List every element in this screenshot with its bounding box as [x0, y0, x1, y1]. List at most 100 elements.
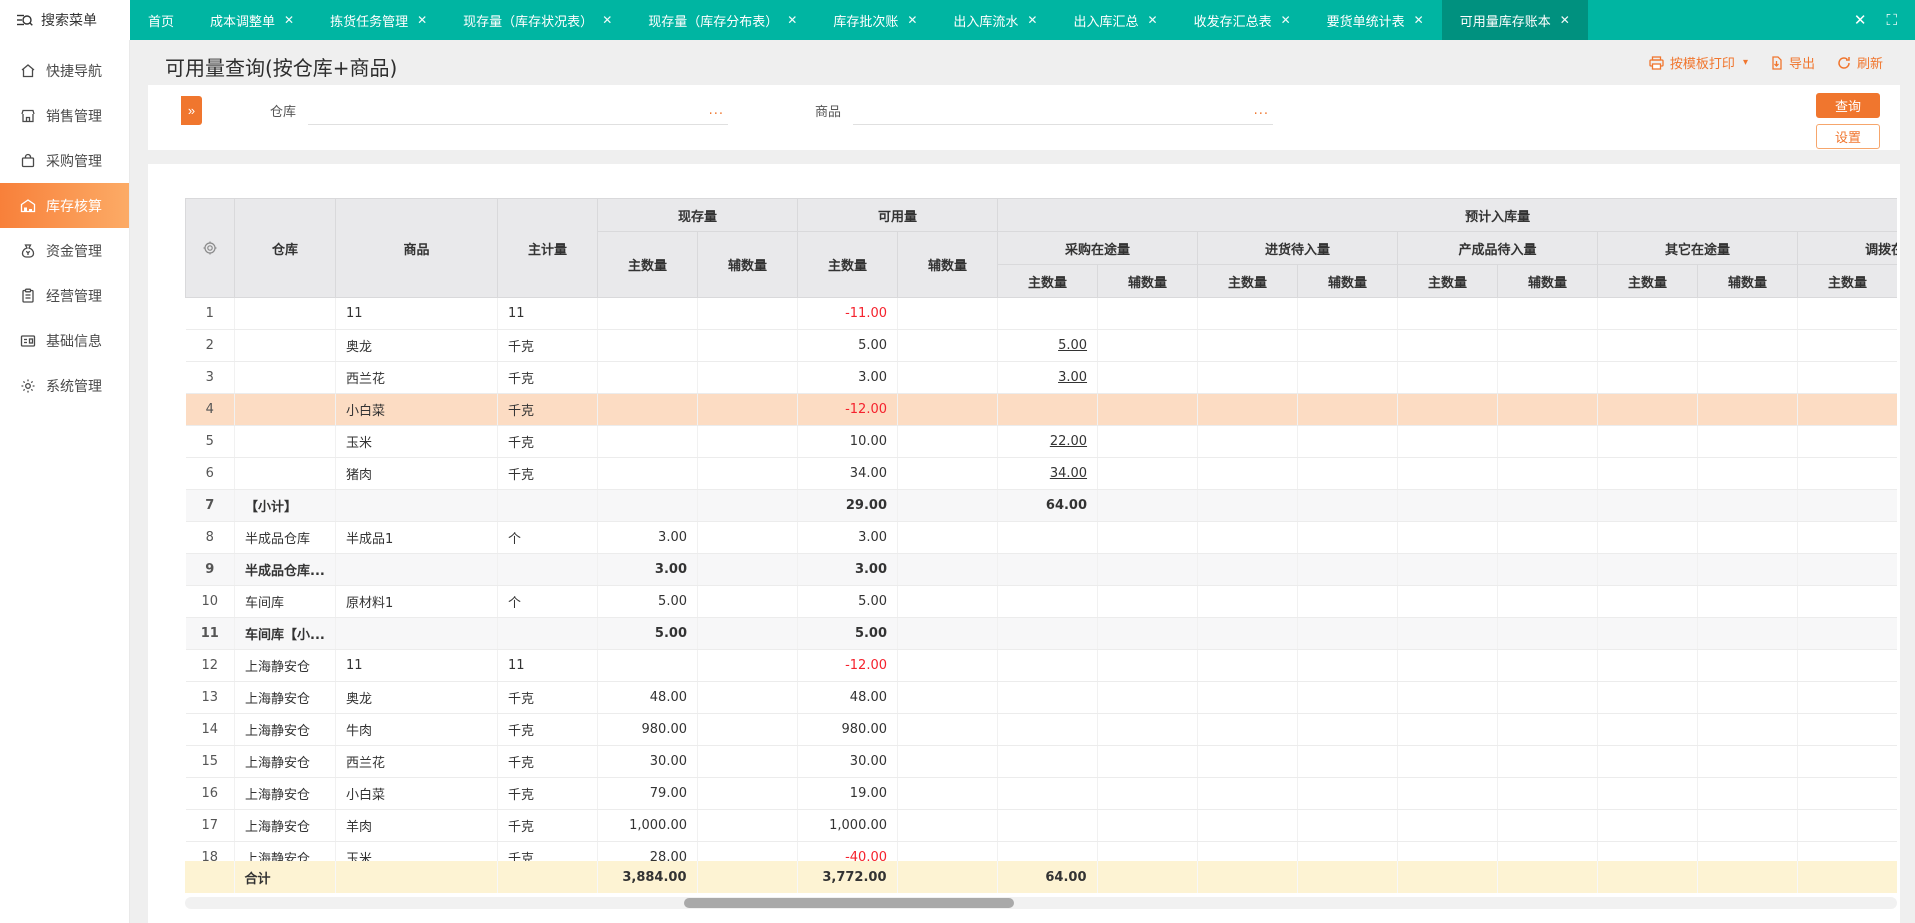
cell-seq: 15	[185, 745, 235, 778]
table-row-5[interactable]: 5 玉米 千克 10.00 22.00	[185, 425, 1897, 458]
purchase-qty-link[interactable]: 22.00	[1049, 434, 1088, 449]
warehouse-picker-ellipsis-icon[interactable]: ···	[708, 107, 725, 122]
tab-8[interactable]: 收发存汇总表 ✕	[1176, 0, 1309, 40]
horizontal-scrollbar-thumb[interactable]	[684, 898, 1014, 908]
table-row-11[interactable]: 11 车间库【小... 5.00 5.00	[185, 617, 1897, 650]
cell-available-aux	[897, 777, 999, 810]
table-row-6[interactable]: 6 猪肉 千克 34.00 34.00	[185, 457, 1897, 490]
cell-unit: 11	[497, 649, 598, 682]
tab-9[interactable]: 要货单统计表 ✕	[1309, 0, 1442, 40]
table-row-1[interactable]: 1 11 11 -11.00	[185, 297, 1897, 330]
search-menu-button[interactable]: 搜索菜单	[0, 0, 130, 40]
sidebar-item-2[interactable]: 采购管理	[0, 138, 129, 183]
query-button[interactable]: 查询	[1816, 93, 1880, 118]
fullscreen-icon[interactable]: ⛶	[1886, 10, 1897, 29]
cell-onhand-main: 3.00	[597, 553, 698, 586]
table-row-16[interactable]: 16 上海静安仓 小白菜 千克 79.00 19.00	[185, 777, 1897, 810]
table-row-12[interactable]: 12 上海静安仓 11 11 -12.00	[185, 649, 1897, 682]
tab-3[interactable]: 现存量（库存状况表） ✕	[445, 0, 630, 40]
cell-product: 西兰花	[335, 745, 498, 778]
tab-label: 要货单统计表	[1326, 14, 1405, 30]
tab-close-icon[interactable]: ✕	[1559, 13, 1570, 27]
table-row-9[interactable]: 9 半成品仓库... 3.00 3.00	[185, 553, 1897, 586]
cell-purchase-in-transit-main	[997, 777, 1099, 810]
table-row-14[interactable]: 14 上海静安仓 牛肉 千克 980.00 980.00	[185, 713, 1897, 746]
warehouse-label: 仓库	[270, 105, 297, 120]
filter-expander-button[interactable]: »	[181, 96, 202, 125]
tab-5[interactable]: 库存批次账 ✕	[815, 0, 935, 40]
tab-label: 首页	[148, 14, 175, 30]
tab-close-icon[interactable]: ✕	[284, 13, 295, 27]
cell-seq: 8	[185, 521, 235, 554]
sidebar-item-6[interactable]: 基础信息	[0, 318, 129, 363]
cell-onhand-main: 28.00	[597, 841, 698, 861]
purchase-qty-link[interactable]: 3.00	[1058, 370, 1088, 385]
total-row-clip: 合计 3,884.00 3,772.00 64.00	[185, 861, 1897, 893]
warehouse-input[interactable]	[308, 99, 729, 124]
tab-close-icon[interactable]: ✕	[1147, 13, 1158, 27]
tab-1[interactable]: 成本调整单 ✕	[192, 0, 312, 40]
tab-0[interactable]: 首页	[130, 0, 192, 40]
table-row-10[interactable]: 10 车间库 原材料1 个 5.00 5.00	[185, 585, 1897, 618]
cell-unit: 千克	[497, 361, 598, 394]
header-forecast-sub-4: 调拨在途量	[1797, 231, 1897, 265]
tab-close-icon[interactable]: ✕	[907, 13, 918, 27]
cell-empty	[1597, 777, 1699, 810]
sidebar-item-4[interactable]: 资金管理	[0, 228, 129, 273]
cell-empty	[1497, 745, 1599, 778]
table-row-15[interactable]: 15 上海静安仓 西兰花 千克 30.00 30.00	[185, 745, 1897, 778]
cell-empty	[1397, 745, 1499, 778]
table-row-17[interactable]: 17 上海静安仓 羊肉 千克 1,000.00 1,000.00	[185, 809, 1897, 842]
sidebar-item-5[interactable]: 经营管理	[0, 273, 129, 318]
sidebar-item-1[interactable]: 销售管理	[0, 93, 129, 138]
sidebar-item-3[interactable]: 库存核算	[0, 183, 129, 228]
table-row-3[interactable]: 3 西兰花 千克 3.00 3.00	[185, 361, 1897, 394]
chevron-down-icon[interactable]: ▾	[1742, 57, 1748, 68]
tab-close-icon[interactable]: ✕	[1280, 13, 1291, 27]
sidebar-item-7[interactable]: 系统管理	[0, 363, 129, 408]
table-row-4[interactable]: 4 小白菜 千克 -12.00	[185, 393, 1897, 426]
purchase-qty-link[interactable]: 34.00	[1049, 466, 1088, 481]
tab-close-icon[interactable]: ✕	[1027, 13, 1038, 27]
cell-product: 11	[335, 649, 498, 682]
table-row-7[interactable]: 7 【小计】 29.00 64.00	[185, 489, 1897, 522]
sidebar-item-0[interactable]: 快捷导航	[0, 48, 129, 93]
cell-empty	[1597, 297, 1699, 330]
cell-empty	[1197, 681, 1299, 714]
settings-button[interactable]: 设置	[1816, 124, 1880, 149]
cell-empty	[1797, 489, 1897, 522]
refresh-button[interactable]: 刷新	[1837, 53, 1883, 72]
tab-7[interactable]: 出入库汇总 ✕	[1055, 0, 1175, 40]
tab-close-icon[interactable]: ✕	[417, 13, 428, 27]
tab-2[interactable]: 拣货任务管理 ✕	[312, 0, 445, 40]
cell-warehouse: 上海静安仓	[234, 809, 336, 842]
horizontal-scrollbar[interactable]	[185, 897, 1897, 909]
tab-close-icon[interactable]: ✕	[1413, 13, 1424, 27]
tab-6[interactable]: 出入库流水 ✕	[935, 0, 1055, 40]
table-row-18[interactable]: 18 上海静安仓 玉米 千克 28.00 -40.00	[185, 841, 1897, 861]
purchase-qty-link[interactable]: 5.00	[1058, 338, 1088, 353]
cell-product: 玉米	[335, 425, 498, 458]
product-input[interactable]	[853, 99, 1274, 124]
tab-close-icon[interactable]: ✕	[787, 13, 798, 27]
table-row-2[interactable]: 2 奥龙 千克 5.00 5.00	[185, 329, 1897, 362]
tab-4[interactable]: 现存量（库存分布表） ✕	[630, 0, 815, 40]
print-by-template-button[interactable]: 按模板打印 ▾	[1649, 53, 1748, 72]
tab-10[interactable]: 可用量库存账本 ✕	[1441, 0, 1588, 40]
cell-purchase-in-transit-main[interactable]: 22.00	[997, 425, 1099, 458]
cell-available-main: -40.00	[797, 841, 899, 861]
cell-empty	[1797, 553, 1897, 586]
cell-onhand-aux	[697, 777, 799, 810]
cell-purchase-in-transit-main[interactable]: 3.00	[997, 361, 1099, 394]
column-settings-gear[interactable]	[185, 198, 235, 298]
table-row-8[interactable]: 8 半成品仓库 半成品1 个 3.00 3.00	[185, 521, 1897, 554]
tab-close-icon[interactable]: ✕	[602, 13, 613, 27]
cell-purchase-in-transit-main[interactable]: 34.00	[997, 457, 1099, 490]
table-row-13[interactable]: 13 上海静安仓 奥龙 千克 48.00 48.00	[185, 681, 1897, 714]
close-all-icon[interactable]: ✕	[1853, 10, 1867, 29]
product-picker-ellipsis-icon[interactable]: ···	[1253, 107, 1270, 122]
cell-purchase-in-transit-main	[997, 393, 1099, 426]
cell-purchase-in-transit-main[interactable]: 5.00	[997, 329, 1099, 362]
export-button[interactable]: 导出	[1770, 53, 1815, 72]
